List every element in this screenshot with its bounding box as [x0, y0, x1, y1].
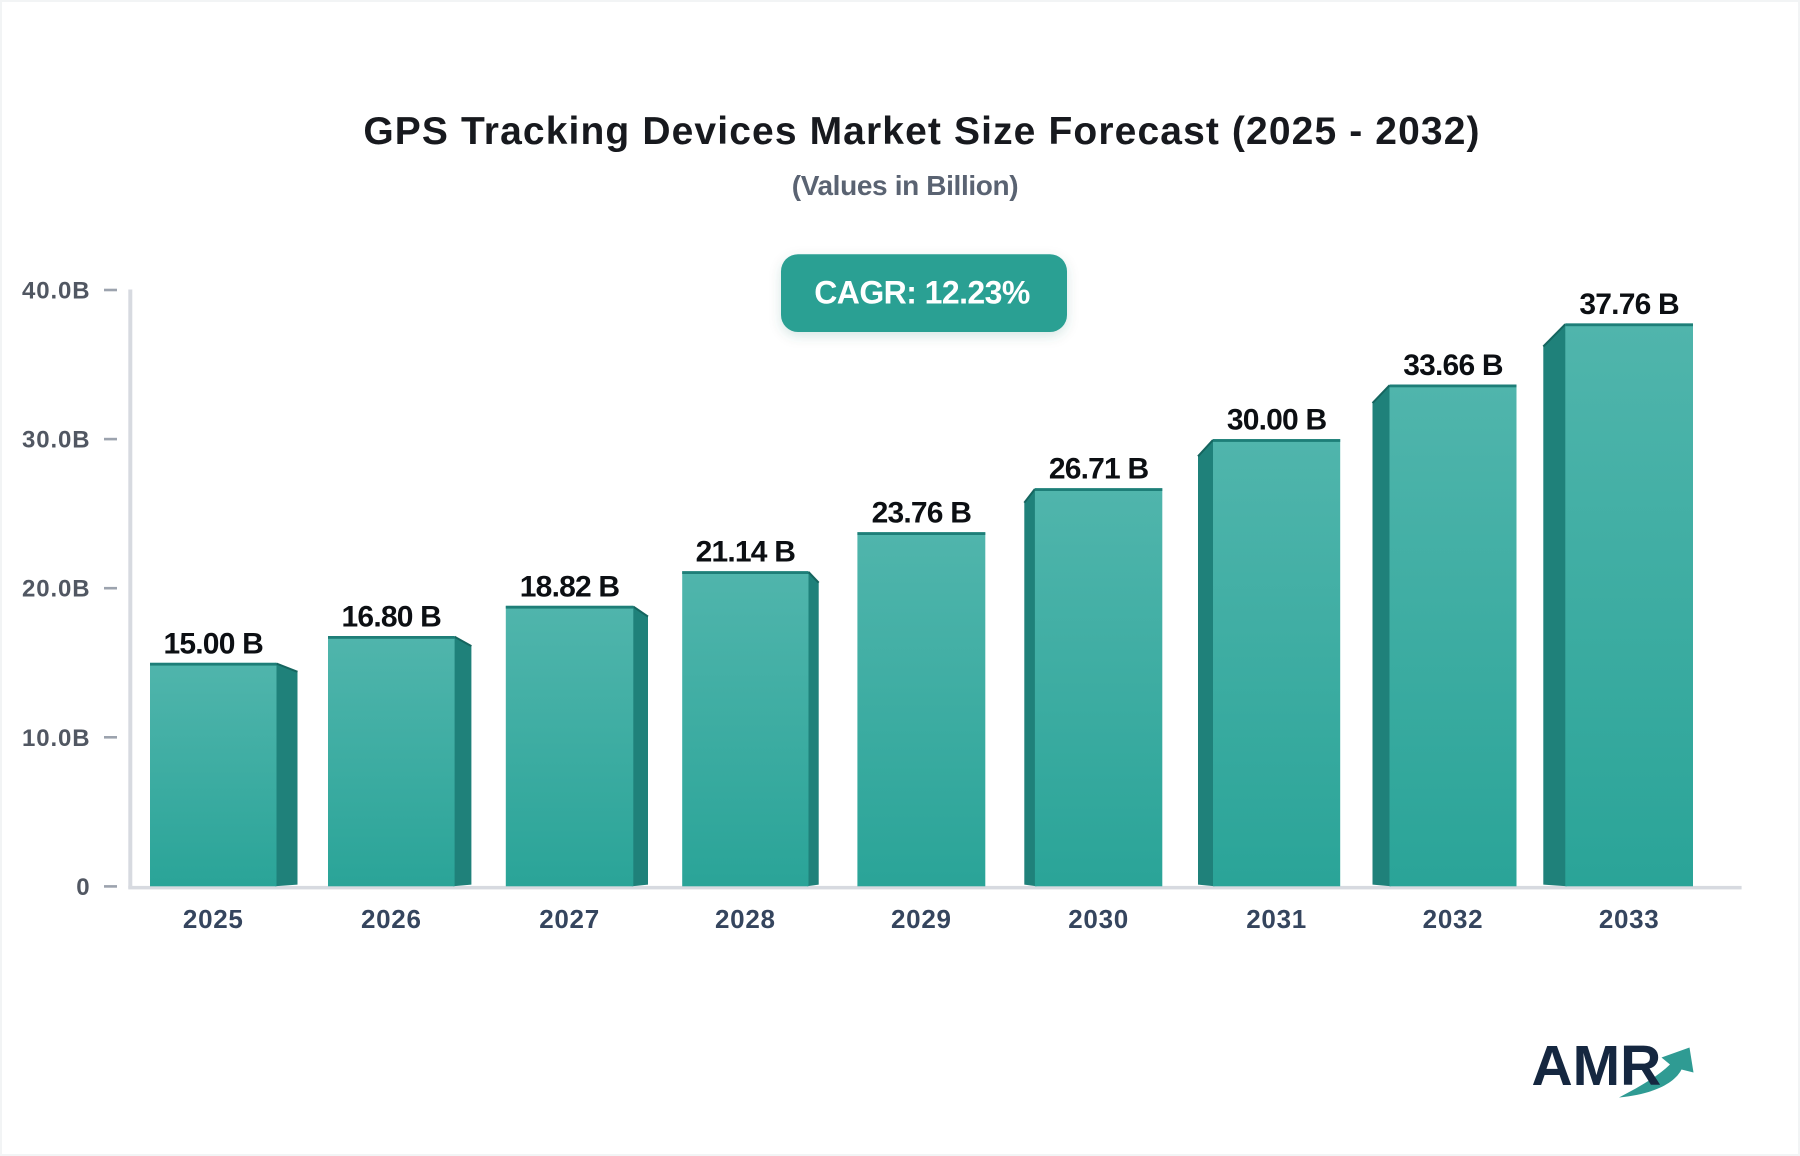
svg-text:26.71 B: 26.71 B: [1049, 453, 1149, 486]
svg-text:23.76 B: 23.76 B: [872, 497, 972, 530]
svg-text:2027: 2027: [539, 904, 600, 934]
svg-text:GPS Tracking Devices Market Si: GPS Tracking Devices Market Size Forecas…: [363, 110, 1480, 153]
svg-text:2025: 2025: [183, 904, 244, 934]
svg-text:15.00 B: 15.00 B: [164, 627, 264, 660]
svg-text:2030: 2030: [1068, 904, 1129, 934]
svg-text:18.82 B: 18.82 B: [520, 570, 620, 603]
svg-text:40.0B: 40.0B: [22, 278, 91, 305]
svg-text:AMR: AMR: [1532, 1034, 1662, 1098]
svg-text:2031: 2031: [1246, 904, 1307, 934]
svg-text:0: 0: [76, 874, 90, 901]
svg-text:20.0B: 20.0B: [22, 576, 91, 603]
svg-text:2032: 2032: [1423, 904, 1484, 934]
svg-text:2026: 2026: [361, 904, 422, 934]
svg-text:CAGR: 12.23%: CAGR: 12.23%: [814, 275, 1030, 311]
svg-text:2028: 2028: [715, 904, 776, 934]
svg-text:(Values in Billion): (Values in Billion): [792, 170, 1019, 201]
svg-text:30.00 B: 30.00 B: [1227, 404, 1327, 437]
svg-text:30.0B: 30.0B: [22, 427, 91, 454]
svg-text:16.80 B: 16.80 B: [342, 601, 442, 634]
svg-text:2033: 2033: [1599, 904, 1660, 934]
svg-text:2029: 2029: [891, 904, 952, 934]
svg-text:21.14 B: 21.14 B: [696, 536, 796, 569]
svg-text:10.0B: 10.0B: [22, 725, 91, 752]
svg-text:33.66 B: 33.66 B: [1403, 349, 1503, 382]
svg-text:37.76 B: 37.76 B: [1579, 288, 1679, 321]
